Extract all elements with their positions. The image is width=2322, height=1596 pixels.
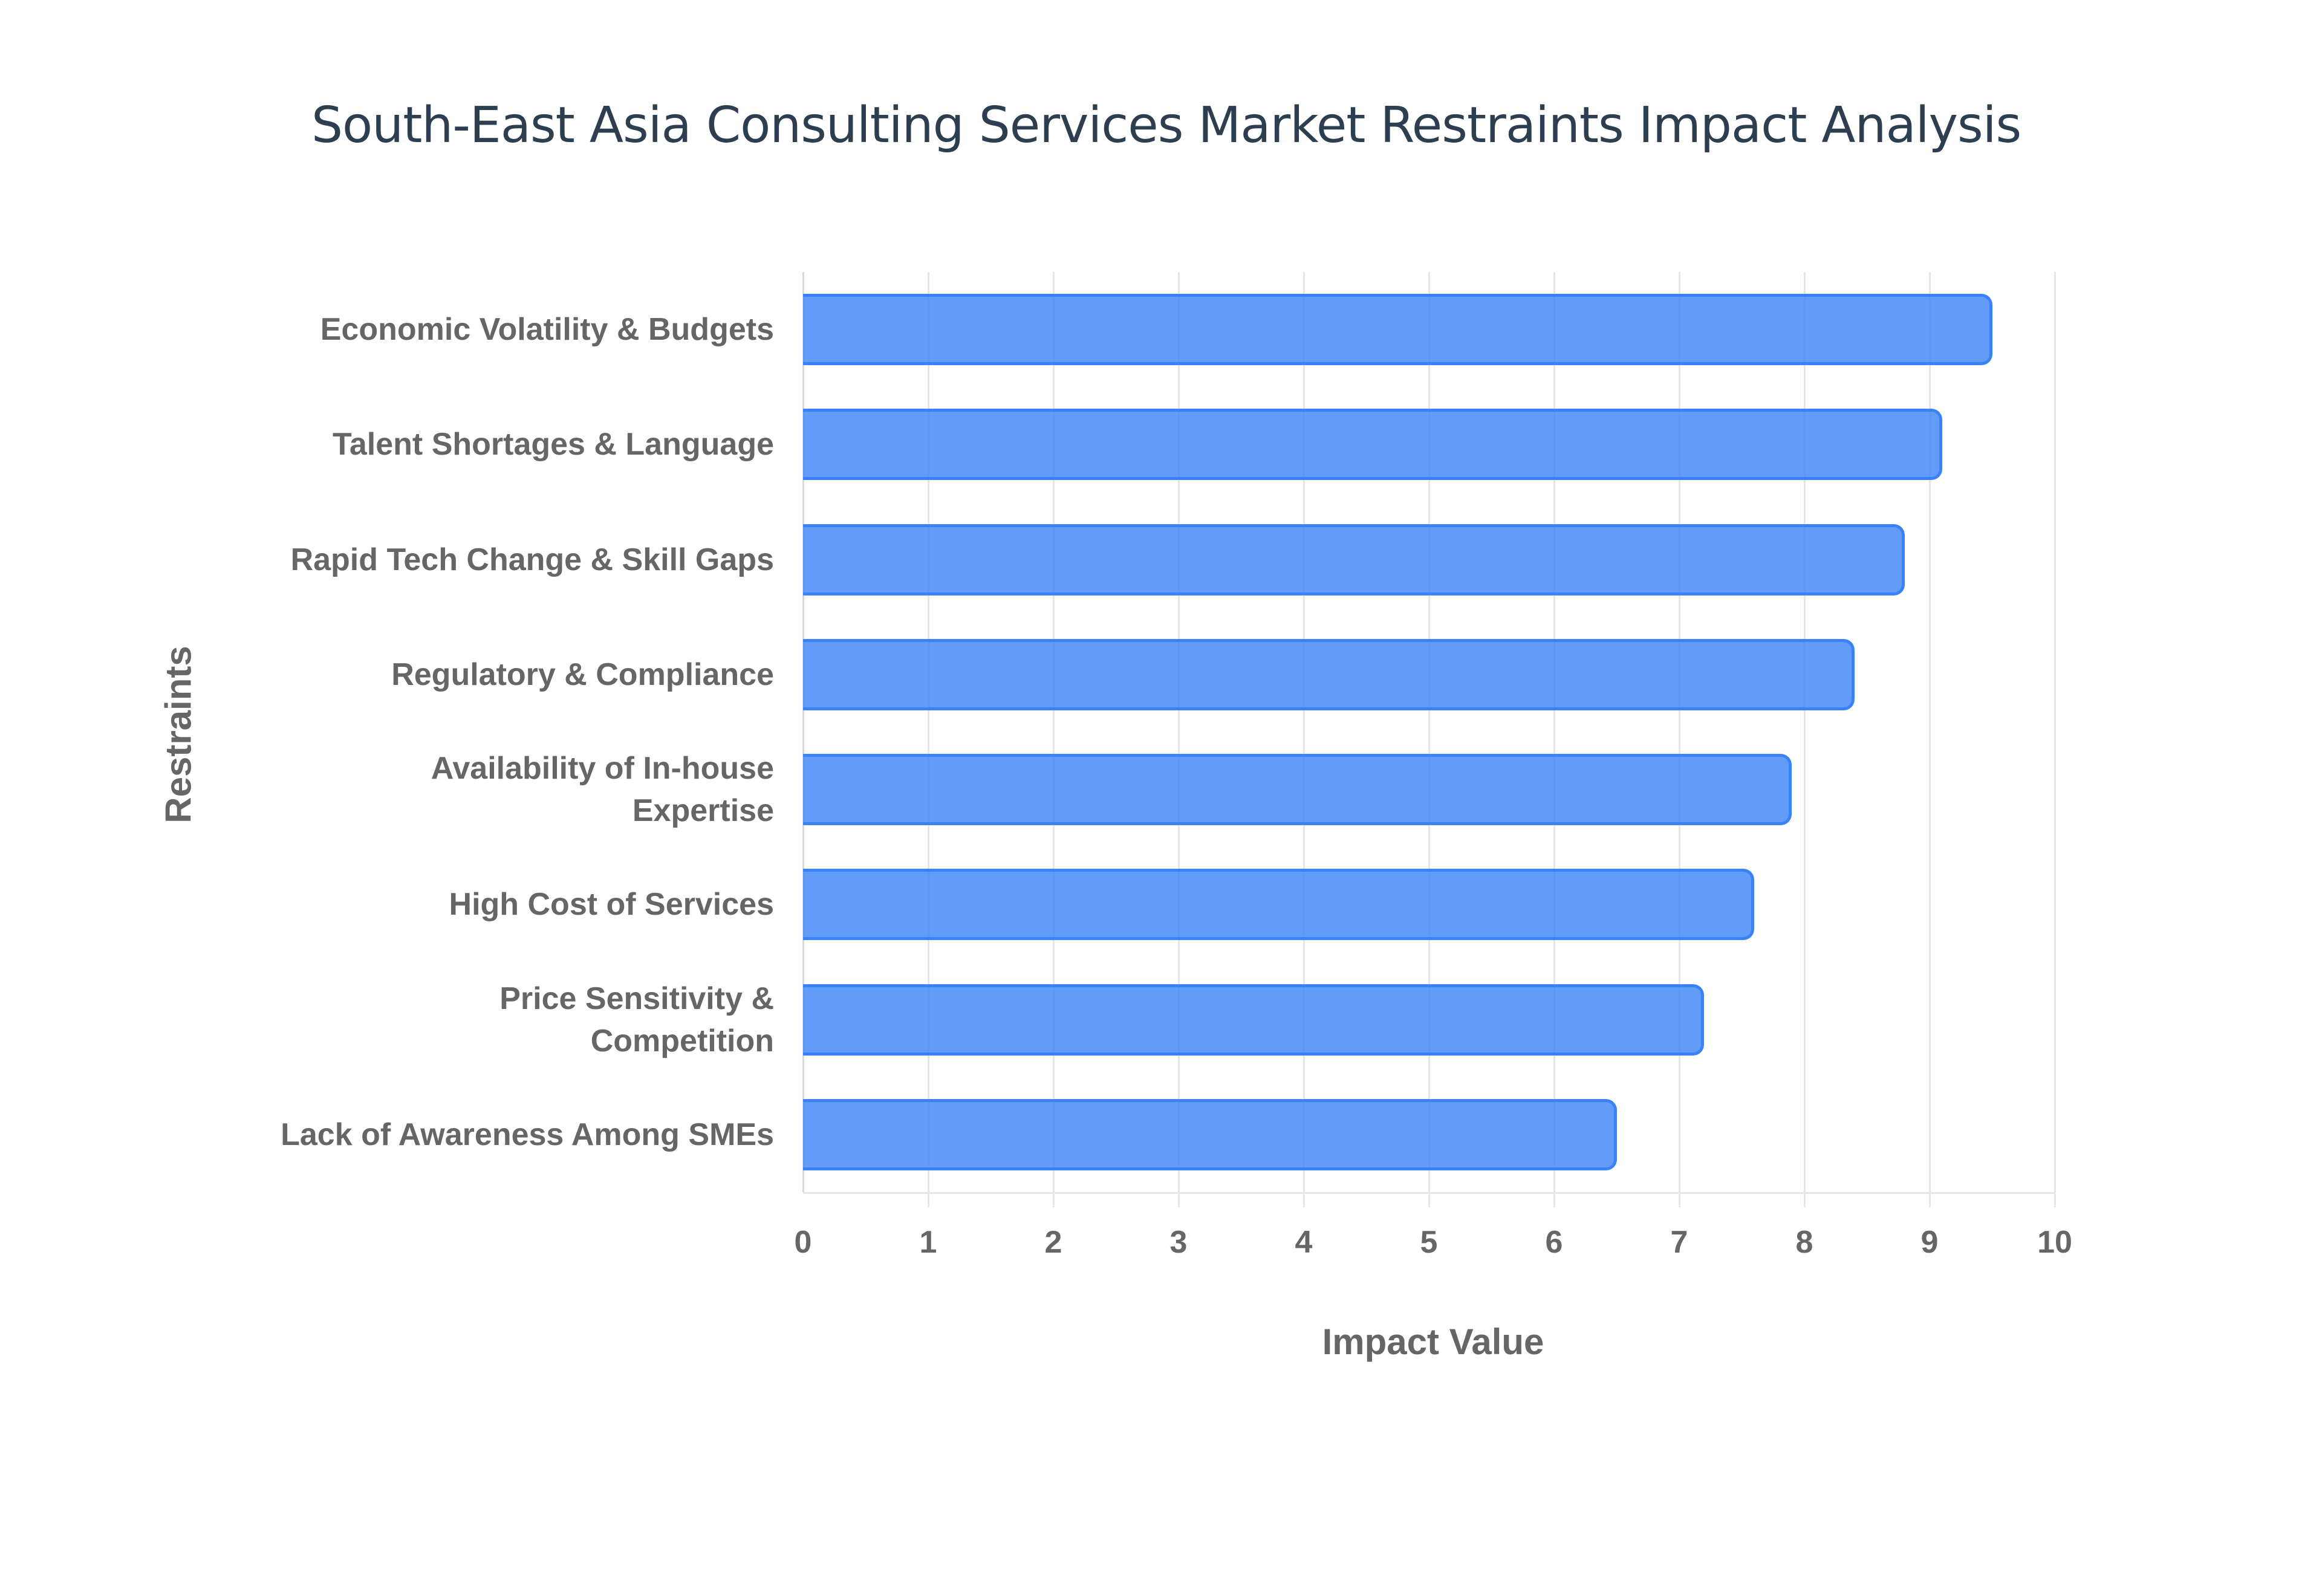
gridline	[1178, 272, 1180, 1207]
plot-area	[802, 272, 2056, 1207]
gridline	[2054, 272, 2056, 1207]
x-axis-title: Impact Value	[1322, 1322, 1544, 1362]
y-tick-label: Price Sensitivity & Competition	[499, 981, 774, 1059]
y-tick-label: Economic Volatility & Budgets	[320, 312, 774, 348]
x-tick-label: 6	[1545, 1225, 1563, 1260]
y-tick-label: Rapid Tech Change & Skill Gaps	[290, 542, 774, 577]
y-tick-label: Lack of Awareness Among SMEs	[281, 1117, 774, 1152]
x-tick-label: 4	[1295, 1225, 1313, 1260]
y-tick-label: Availability of In-house Expertise	[431, 751, 774, 829]
y-axis-line	[802, 272, 804, 1192]
y-tick-label: Regulatory & Compliance	[391, 657, 774, 692]
x-tick-label: 8	[1795, 1225, 1813, 1260]
x-tick-label: 0	[794, 1225, 812, 1260]
bar[interactable]	[803, 1098, 1617, 1170]
y-tick-label: Talent Shortages & Language	[332, 427, 774, 462]
gridline	[1929, 272, 1931, 1207]
bar[interactable]	[803, 409, 1942, 481]
gridline	[1804, 272, 1806, 1207]
gridline	[1679, 272, 1680, 1207]
x-tick-label: 2	[1044, 1225, 1062, 1260]
x-tick-label: 9	[1920, 1225, 1939, 1260]
x-tick-label: 1	[919, 1225, 937, 1260]
bar[interactable]	[803, 869, 1755, 941]
bar[interactable]	[803, 638, 1855, 710]
gridline	[1053, 272, 1055, 1207]
bar[interactable]	[803, 984, 1705, 1056]
gridline	[1428, 272, 1430, 1207]
gridline	[1303, 272, 1305, 1207]
bar[interactable]	[803, 294, 1992, 366]
gridline	[928, 272, 929, 1207]
x-axis-line	[803, 1192, 2055, 1194]
y-tick-label: High Cost of Services	[449, 887, 774, 923]
x-tick-label: 5	[1420, 1225, 1438, 1260]
x-tick-label: 10	[2037, 1225, 2072, 1260]
x-tick-label: 7	[1670, 1225, 1688, 1260]
x-tick-label: 3	[1169, 1225, 1188, 1260]
bar[interactable]	[803, 754, 1792, 826]
gridline	[1553, 272, 1555, 1207]
chart-title: South-East Asia Consulting Services Mark…	[311, 97, 2021, 154]
bar[interactable]	[803, 524, 1905, 595]
